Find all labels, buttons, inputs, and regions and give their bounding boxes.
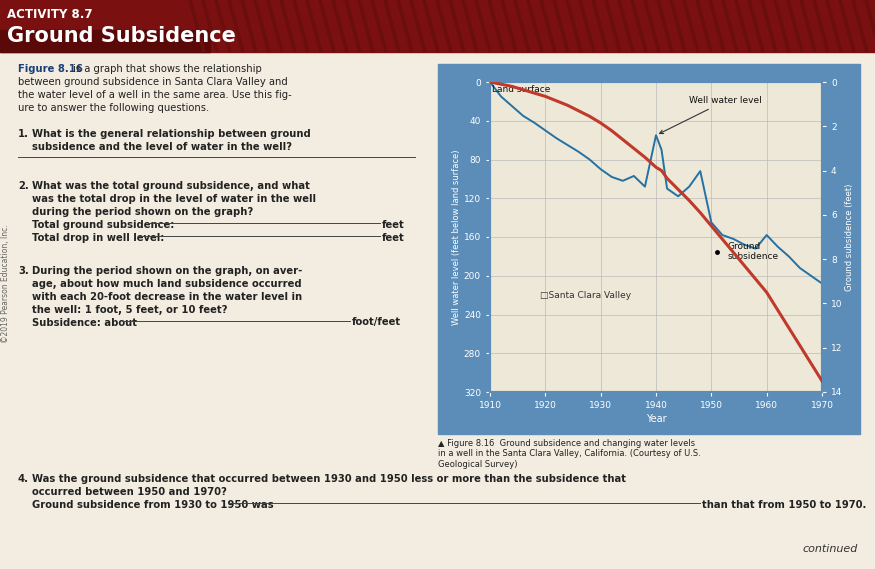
Text: Total drop in well level:: Total drop in well level: — [32, 233, 164, 243]
Text: 3.: 3. — [18, 266, 29, 275]
Text: Ground subsidence from 1930 to 1950 was: Ground subsidence from 1930 to 1950 was — [32, 500, 274, 510]
Bar — [0, 30, 210, 52]
Text: is a graph that shows the relationship: is a graph that shows the relationship — [73, 64, 262, 74]
Text: ©2019 Pearson Education, Inc.: ©2019 Pearson Education, Inc. — [2, 225, 10, 343]
Text: continued: continued — [802, 544, 858, 554]
Text: Ground Subsidence: Ground Subsidence — [7, 26, 236, 46]
Text: was the total drop in the level of water in the well: was the total drop in the level of water… — [32, 194, 316, 204]
Text: Ground
subsidence: Ground subsidence — [728, 242, 779, 261]
Text: occurred between 1950 and 1970?: occurred between 1950 and 1970? — [32, 487, 227, 497]
Text: 2.: 2. — [18, 181, 29, 191]
Text: Land surface: Land surface — [492, 85, 550, 94]
Text: during the period shown on the graph?: during the period shown on the graph? — [32, 207, 253, 217]
Bar — [0, 0, 875, 52]
Text: Well water level: Well water level — [660, 96, 762, 134]
Text: What was the total ground subsidence, and what: What was the total ground subsidence, an… — [32, 181, 310, 191]
Text: foot/feet: foot/feet — [352, 318, 401, 328]
Text: between ground subsidence in Santa Clara Valley and: between ground subsidence in Santa Clara… — [18, 77, 288, 87]
Text: the well: 1 foot, 5 feet, or 10 feet?: the well: 1 foot, 5 feet, or 10 feet? — [32, 304, 228, 315]
Text: 4.: 4. — [18, 474, 29, 484]
Text: feet: feet — [382, 233, 405, 243]
Y-axis label: Well water level (feet below land surface): Well water level (feet below land surfac… — [452, 149, 461, 325]
Text: 1.: 1. — [18, 129, 29, 139]
Text: Total ground subsidence:: Total ground subsidence: — [32, 220, 174, 230]
Text: Subsidence: about: Subsidence: about — [32, 318, 137, 328]
Bar — [438, 64, 860, 434]
Text: What is the general relationship between ground: What is the general relationship between… — [32, 129, 311, 139]
Text: with each 20-foot decrease in the water level in: with each 20-foot decrease in the water … — [32, 291, 302, 302]
Text: ACTIVITY 8.7: ACTIVITY 8.7 — [7, 8, 93, 21]
Text: Was the ground subsidence that occurred between 1930 and 1950 less or more than : Was the ground subsidence that occurred … — [32, 474, 626, 484]
Text: age, about how much land subsidence occurred: age, about how much land subsidence occu… — [32, 278, 302, 288]
Text: the water level of a well in the same area. Use this fig-: the water level of a well in the same ar… — [18, 90, 291, 100]
X-axis label: Year: Year — [646, 414, 667, 424]
Text: feet: feet — [382, 220, 405, 230]
Text: ▲ Figure 8.16  Ground subsidence and changing water levels
in a well in the Sant: ▲ Figure 8.16 Ground subsidence and chan… — [438, 439, 701, 469]
Text: ure to answer the following questions.: ure to answer the following questions. — [18, 103, 209, 113]
Y-axis label: Ground subsidence (feet): Ground subsidence (feet) — [845, 183, 854, 291]
Text: During the period shown on the graph, on aver-: During the period shown on the graph, on… — [32, 266, 302, 275]
Text: Figure 8.16: Figure 8.16 — [18, 64, 83, 74]
Text: than that from 1950 to 1970.: than that from 1950 to 1970. — [702, 500, 866, 510]
Text: subsidence and the level of water in the well?: subsidence and the level of water in the… — [32, 142, 292, 152]
Text: □Santa Clara Valley: □Santa Clara Valley — [540, 291, 631, 300]
